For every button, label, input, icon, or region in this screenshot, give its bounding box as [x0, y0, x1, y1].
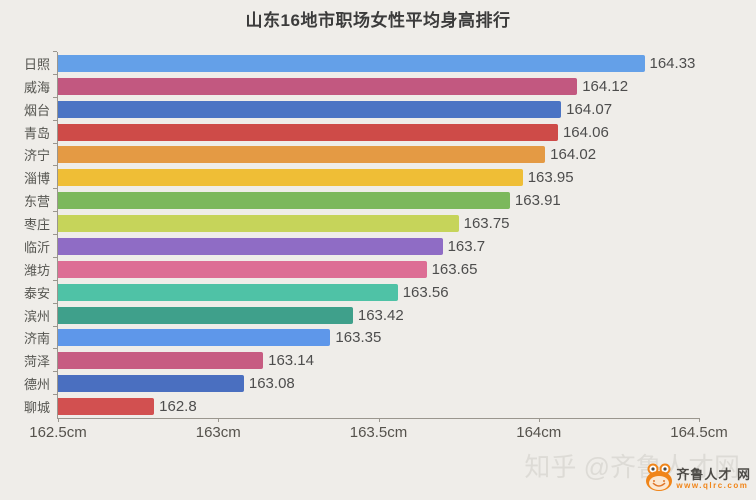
chart-title: 山东16地市职场女性平均身高排行	[245, 11, 511, 30]
x-axis-tick-label: 162.5cm	[29, 424, 87, 441]
value-label: 163.14	[268, 352, 314, 370]
value-label: 163.65	[431, 260, 478, 278]
category-label: 临沂	[23, 239, 50, 255]
value-label: 164.12	[582, 77, 629, 95]
bar-row: 枣庄 163.75	[24, 211, 699, 235]
bar-row: 烟台 164.07	[24, 96, 699, 121]
value-label: 163.95	[527, 169, 574, 187]
x-axis-tick	[378, 418, 380, 422]
value-label: 163.91	[514, 192, 561, 210]
watermark-text: 知乎 @齐鲁人才网	[524, 452, 740, 482]
bar	[58, 169, 523, 187]
bar-row: 菏泽 163.14	[24, 348, 699, 372]
bar-row: 济南 163.35	[24, 325, 699, 350]
value-label: 163.56	[402, 283, 449, 301]
category-label: 济南	[23, 331, 50, 347]
category-label: 烟台	[23, 102, 50, 118]
bar-row: 临沂 163.7	[24, 234, 699, 258]
bar	[58, 352, 264, 370]
x-axis-tick-label: 163cm	[195, 424, 241, 441]
bar	[58, 77, 578, 95]
value-label: 163.08	[248, 375, 295, 393]
x-axis-tick	[218, 418, 220, 422]
value-label: 164.06	[562, 123, 609, 141]
category-label: 德州	[23, 377, 50, 393]
bar	[58, 260, 427, 278]
bar	[58, 283, 398, 301]
category-label: 滨州	[23, 308, 50, 324]
bar	[58, 123, 558, 141]
bar-row: 淄博 163.95	[24, 165, 699, 189]
x-axis-tick	[58, 418, 59, 422]
category-label: 青岛	[23, 125, 50, 141]
x-axis-tick	[699, 418, 700, 422]
category-label: 东营	[23, 194, 50, 210]
category-label: 泰安	[23, 285, 50, 301]
bar	[58, 54, 645, 72]
bar-row: 聊城 162.8	[24, 394, 699, 418]
bar	[58, 237, 443, 255]
category-label: 菏泽	[23, 354, 50, 370]
bar	[58, 398, 155, 416]
bar-row: 东营 163.91	[24, 188, 699, 212]
value-label: 164.02	[550, 146, 597, 164]
bar	[58, 375, 244, 393]
bar-row: 青岛 164.06	[24, 119, 699, 144]
value-label: 163.7	[447, 237, 486, 255]
plot-area: 日照 164.33 威海 164.12 烟台 164.07 青岛 164.06 济宁 164.02…	[24, 51, 728, 441]
x-axis-tick-label: 164.5cm	[670, 424, 728, 441]
bar-row: 日照 164.33	[24, 51, 699, 75]
value-label: 162.8	[159, 398, 197, 416]
brand-url: www.qlrc.com	[676, 481, 749, 491]
brand-logo: 齐鲁人才 网 www.qlrc.com	[644, 462, 751, 497]
category-label: 淄博	[23, 171, 50, 187]
x-axis-tick-label: 164cm	[516, 424, 562, 441]
bar-row: 泰安 163.56	[24, 279, 699, 304]
x-axis-tick	[538, 418, 540, 422]
value-label: 164.33	[649, 54, 696, 72]
bar-row: 德州 163.08	[24, 371, 699, 395]
bar	[58, 306, 353, 324]
x-axis-tick-label: 163.5cm	[349, 424, 408, 441]
bar	[58, 192, 510, 210]
bar-row: 济宁 164.02	[24, 142, 699, 167]
brand-name: 齐鲁人才 网	[676, 466, 751, 482]
bar-row: 滨州 163.42	[24, 302, 699, 327]
value-label: 163.42	[357, 306, 404, 324]
value-label: 163.75	[463, 215, 510, 233]
category-label: 济宁	[23, 148, 50, 164]
category-label: 潍坊	[23, 262, 50, 278]
category-label: 威海	[23, 79, 50, 95]
category-label: 枣庄	[23, 217, 50, 233]
value-label: 163.35	[335, 329, 382, 347]
bar-row: 潍坊 163.65	[24, 256, 699, 281]
value-label: 164.07	[566, 100, 613, 118]
bar-row: 威海 164.12	[24, 73, 699, 98]
mascot-icon	[644, 462, 674, 497]
category-label: 日照	[23, 56, 50, 72]
bar	[58, 146, 546, 164]
bar	[58, 100, 562, 118]
bar	[58, 215, 459, 233]
bar	[58, 329, 331, 347]
category-label: 聊城	[23, 400, 50, 416]
